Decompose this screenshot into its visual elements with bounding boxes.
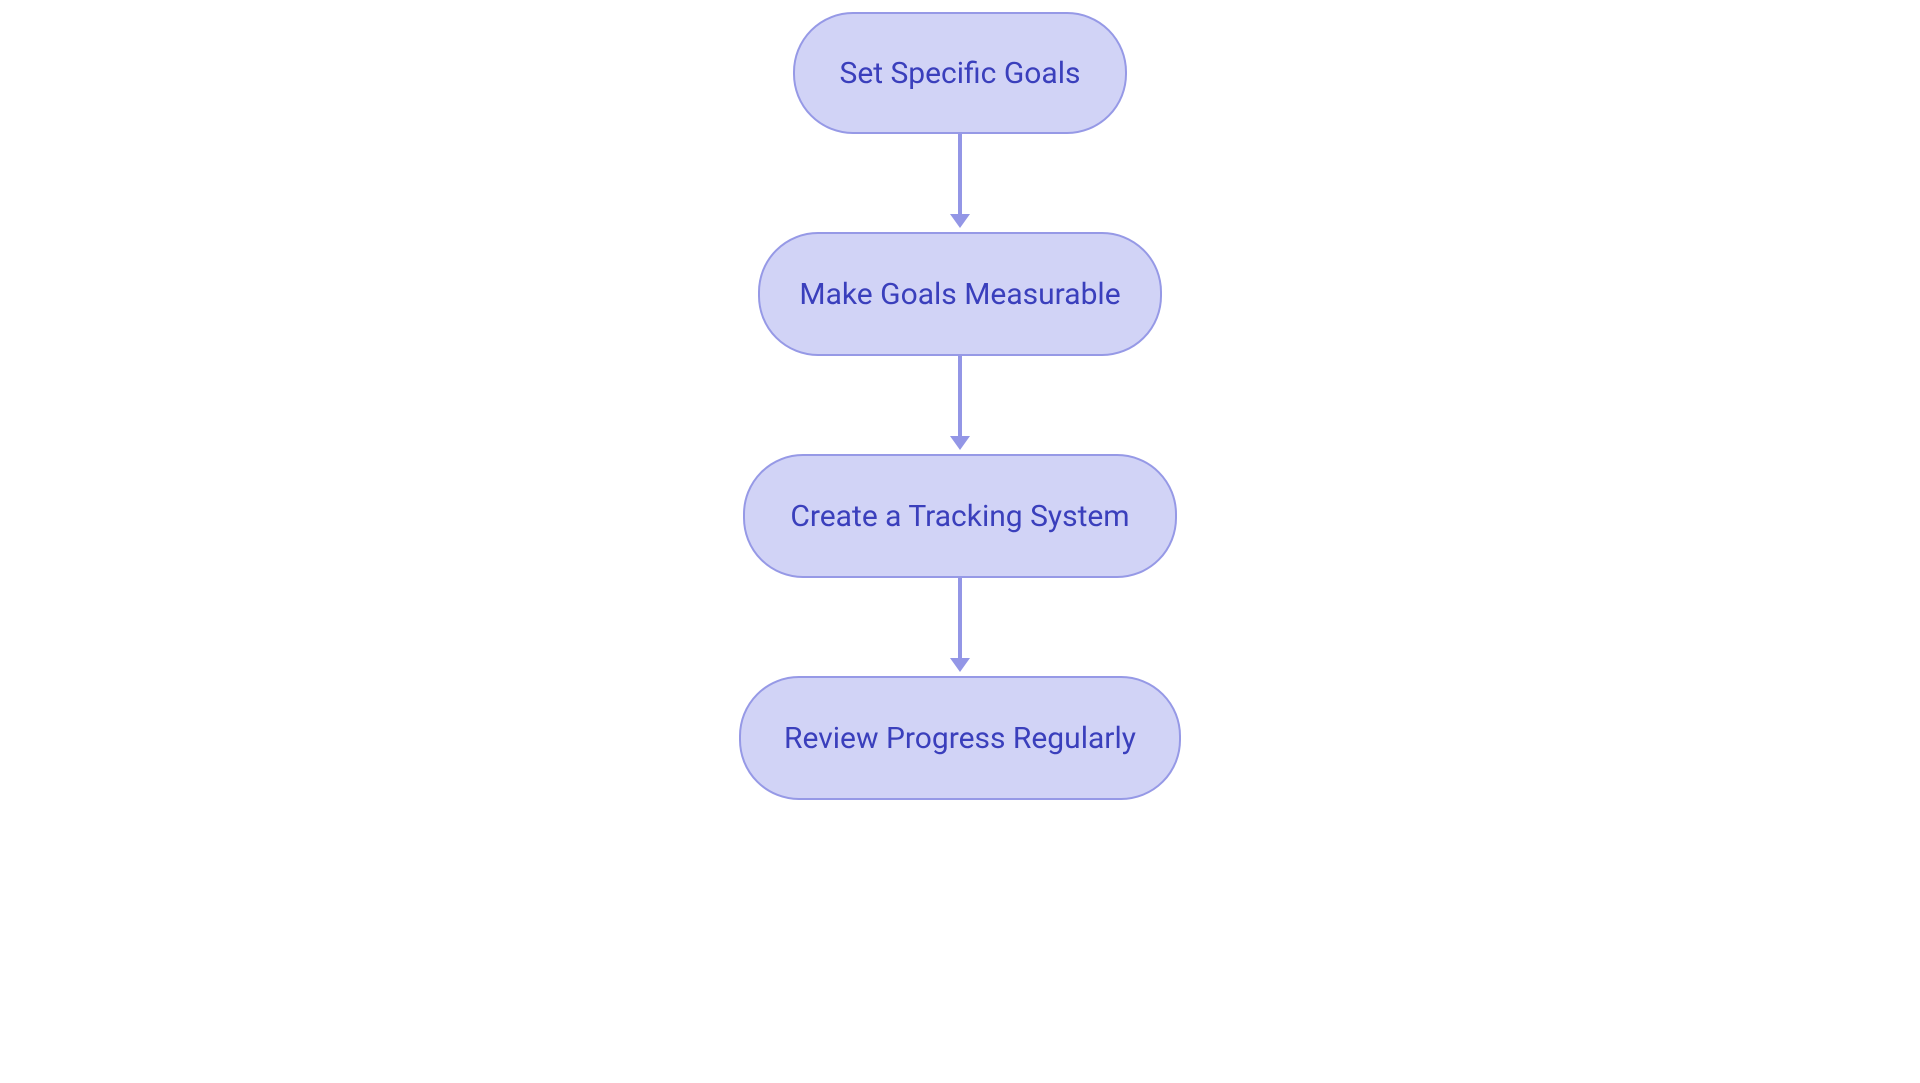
flowchart-node-4: Review Progress Regularly	[739, 676, 1181, 800]
node-label: Set Specific Goals	[840, 56, 1081, 91]
flowchart-arrow-1	[940, 134, 980, 232]
arrow-down-icon	[940, 134, 980, 232]
flowchart-node-3: Create a Tracking System	[743, 454, 1177, 578]
arrow-down-icon	[940, 356, 980, 454]
node-label: Review Progress Regularly	[784, 721, 1136, 756]
arrow-down-icon	[940, 578, 980, 676]
flowchart-container: Set Specific Goals Make Goals Measurable…	[710, 12, 1210, 800]
flowchart-arrow-3	[940, 578, 980, 676]
flowchart-arrow-2	[940, 356, 980, 454]
node-label: Make Goals Measurable	[799, 277, 1120, 312]
flowchart-node-2: Make Goals Measurable	[758, 232, 1162, 356]
node-label: Create a Tracking System	[790, 499, 1129, 534]
flowchart-node-1: Set Specific Goals	[793, 12, 1127, 134]
